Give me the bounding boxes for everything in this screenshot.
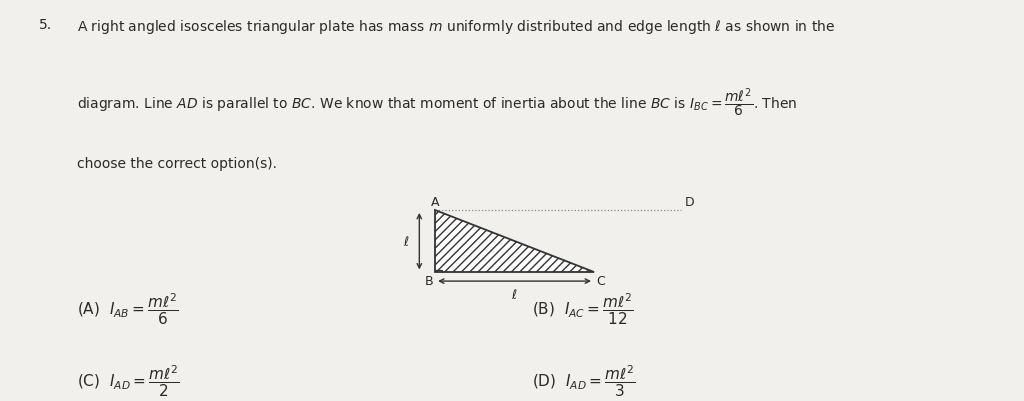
- Text: (D)  $I_{AD} = \dfrac{m\ell^2}{3}$: (D) $I_{AD} = \dfrac{m\ell^2}{3}$: [532, 363, 637, 398]
- Text: C: C: [596, 275, 604, 288]
- Text: (B)  $I_{AC} = \dfrac{m\ell^2}{12}$: (B) $I_{AC} = \dfrac{m\ell^2}{12}$: [532, 291, 635, 326]
- Text: $\ell$: $\ell$: [511, 288, 518, 302]
- Text: (C)  $I_{AD} = \dfrac{m\ell^2}{2}$: (C) $I_{AD} = \dfrac{m\ell^2}{2}$: [77, 363, 179, 398]
- Text: 5.: 5.: [39, 18, 52, 32]
- Text: choose the correct option(s).: choose the correct option(s).: [77, 156, 276, 170]
- Text: D: D: [684, 195, 694, 208]
- Text: $\ell$: $\ell$: [403, 235, 410, 249]
- Text: (A)  $I_{AB} = \dfrac{m\ell^2}{6}$: (A) $I_{AB} = \dfrac{m\ell^2}{6}$: [77, 291, 178, 326]
- Text: B: B: [425, 275, 433, 288]
- Polygon shape: [435, 211, 594, 273]
- Text: A: A: [431, 195, 439, 208]
- Text: A right angled isosceles triangular plate has mass $m$ uniformly distributed and: A right angled isosceles triangular plat…: [77, 18, 835, 36]
- Text: diagram. Line $AD$ is parallel to $BC$. We know that moment of inertia about the: diagram. Line $AD$ is parallel to $BC$. …: [77, 86, 797, 119]
